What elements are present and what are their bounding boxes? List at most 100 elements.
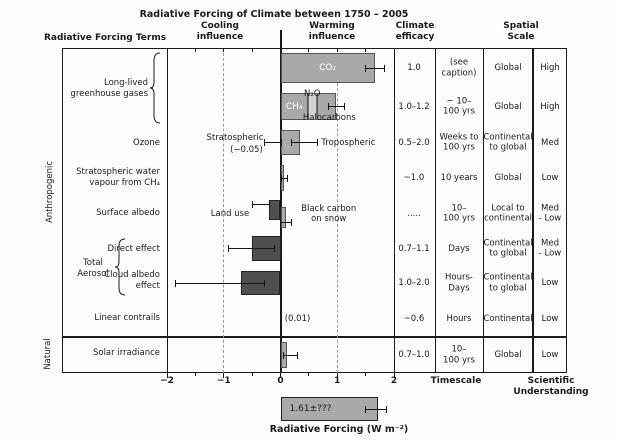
cell-efficacy-row1: 1.0 (407, 62, 421, 73)
label-llghg-line2: greenhouse gases (70, 89, 148, 99)
whisker-co2 (365, 67, 385, 69)
header-spatial-line2: Scale (507, 32, 535, 42)
label-direct-effect: Direct effect (107, 244, 160, 254)
cell-understanding-row1: High (540, 62, 560, 73)
header-warming-line1: Warming (309, 21, 355, 31)
whisker-cap-right-black-carbon (290, 218, 292, 226)
whisker-cap-right-co2 (383, 64, 385, 72)
label-strat-water-vapour: Stratospheric water vapour from CH₄ (76, 167, 160, 189)
whisker-cap-left-co2 (364, 64, 366, 72)
guide-dashed--1 (223, 48, 225, 373)
label-surface-albedo: Surface albedo (96, 208, 160, 218)
whisker-tropospheric-ozone (291, 142, 318, 143)
whisker-cap-right-solar (297, 351, 299, 359)
cell-understanding-row3: Med (541, 137, 559, 148)
cell-spatial-row2: Global (494, 101, 522, 112)
whisker-cap-left-solar (282, 351, 284, 359)
top-tick--0.5 (251, 48, 253, 52)
cell-efficacy-row8: ~0.6 (403, 313, 425, 324)
whisker-cloud-albedo (175, 282, 265, 284)
cell-understanding-row5: Med - Low (538, 203, 562, 224)
annotation-n2o-label: N₂O (304, 89, 321, 99)
whisker-strat-water-vapour (281, 177, 288, 179)
top-tick--1.5 (194, 48, 196, 52)
whisker-stratospheric-ozone (264, 142, 282, 143)
annotation-halocarbons-label: Halocarbons (302, 113, 356, 123)
cell-spatial-row7: Continental to global (483, 272, 533, 294)
whisker-cap-right-ghg-stack (344, 103, 346, 110)
cell-timescale-row2: ~ 10– 100 yrs (443, 96, 475, 117)
whisker-cap-left-ghg-stack (327, 103, 329, 110)
whisker-cap-right-strat-water-vapour (287, 174, 289, 182)
cell-spatial-row4: Global (494, 172, 522, 183)
bar-ch4: CH₄ (280, 93, 308, 120)
cell-efficacy-row2: 1.0–1.2 (398, 101, 430, 112)
whisker-cap-right-direct-effect (274, 245, 276, 252)
divider-anthropogenic-natural (62, 336, 567, 338)
total-whisker-cap-right (386, 405, 388, 413)
llghg-brace (149, 52, 161, 124)
divider-plot-efficacy (394, 48, 395, 373)
header-cooling-line1: Cooling (201, 21, 239, 31)
cell-understanding-row8: Low (541, 313, 559, 324)
axis-minor-tick-0.5 (308, 373, 310, 376)
divider-efficacy-timescale (435, 48, 436, 373)
bar-n2o (307, 93, 317, 120)
cell-timescale-row5: 10– 100 yrs (443, 203, 475, 224)
cell-spatial-row9: Global (494, 349, 522, 360)
whisker-cap-right-cloud-albedo (264, 279, 266, 287)
cell-understanding-row6: Med - Low (538, 238, 562, 259)
cell-timescale-row9: 10– 100 yrs (443, 344, 475, 366)
divider-spatial-understanding (532, 48, 534, 373)
divider-labels-plot (167, 48, 168, 373)
total-whisker-cap-left (365, 405, 367, 413)
header-climate-efficacy: Climate efficacy (396, 21, 435, 43)
cell-timescale-row7: Hours- Days (445, 272, 473, 294)
axis-tick--1 (223, 373, 225, 378)
axis-tick-2 (393, 373, 395, 378)
whisker-cap-left-direct-effect (227, 245, 229, 252)
cell-timescale-row4: 10 years (440, 172, 478, 183)
cell-understanding-row2: High (540, 101, 560, 112)
label-cloud-albedo-line1: Cloud albedo (104, 270, 160, 280)
label-total-aerosol-line2: Aerosol (77, 269, 109, 279)
total-whisker (365, 408, 387, 410)
header-cooling-line2: influence (196, 32, 244, 42)
table-outline (62, 48, 567, 373)
axis-tick-label-0: 0 (277, 376, 284, 386)
label-cloud-albedo-line2: effect (135, 281, 160, 291)
whisker-land-use (252, 203, 270, 205)
group-natural: Natural (43, 338, 53, 370)
whisker-cap-right-tropospheric-ozone (316, 139, 318, 146)
label-llghg-line1: Long-lived (103, 78, 148, 88)
label-solar-irradiance: Solar irradiance (92, 348, 160, 358)
cell-efficacy-row6: 0.7–1.1 (398, 243, 430, 254)
total-forcing-label: 1.61±??? (289, 404, 332, 414)
bar-co2: CO₂ (280, 53, 375, 83)
label-strat-wv-line2: vapour from CH₄ (89, 178, 160, 188)
header-forcing-terms: Radiative Forcing Terms (43, 33, 167, 43)
footer-scientific-understanding: Scientific Understanding (513, 376, 588, 398)
axis-tick--2 (166, 373, 168, 378)
total-forcing-bar (280, 397, 379, 421)
annotation-stratospheric-label: Stratospheric (206, 132, 264, 143)
label-total-aerosol-line1: Total (83, 258, 103, 268)
header-warming-influence: Warming influence (309, 21, 356, 43)
zero-line (279, 30, 282, 373)
top-tick--1 (223, 48, 225, 52)
top-tick-1 (336, 48, 338, 52)
axis-tick-label-2: 2 (390, 376, 398, 386)
cell-understanding-row4: Low (541, 172, 559, 183)
cell-efficacy-row7: 1.0–2.0 (398, 277, 430, 288)
footer-understanding-line1: Scientific (527, 376, 575, 386)
cell-efficacy-row3: 0.5–2.0 (398, 137, 430, 148)
axis-tick-0 (280, 373, 281, 378)
label-linear-contrails: Linear contrails (94, 313, 160, 323)
header-spatial-scale: Spatial Scale (503, 21, 539, 43)
cell-understanding-row7: Low (541, 277, 559, 288)
bar-land-use (269, 200, 281, 220)
whisker-ghg-stack (328, 106, 345, 107)
x-axis-label: Radiative Forcing (W m⁻²) (269, 424, 409, 435)
whisker-solar (283, 354, 298, 356)
annotation-black-carbon-label: Black carbon on snow (301, 203, 357, 224)
